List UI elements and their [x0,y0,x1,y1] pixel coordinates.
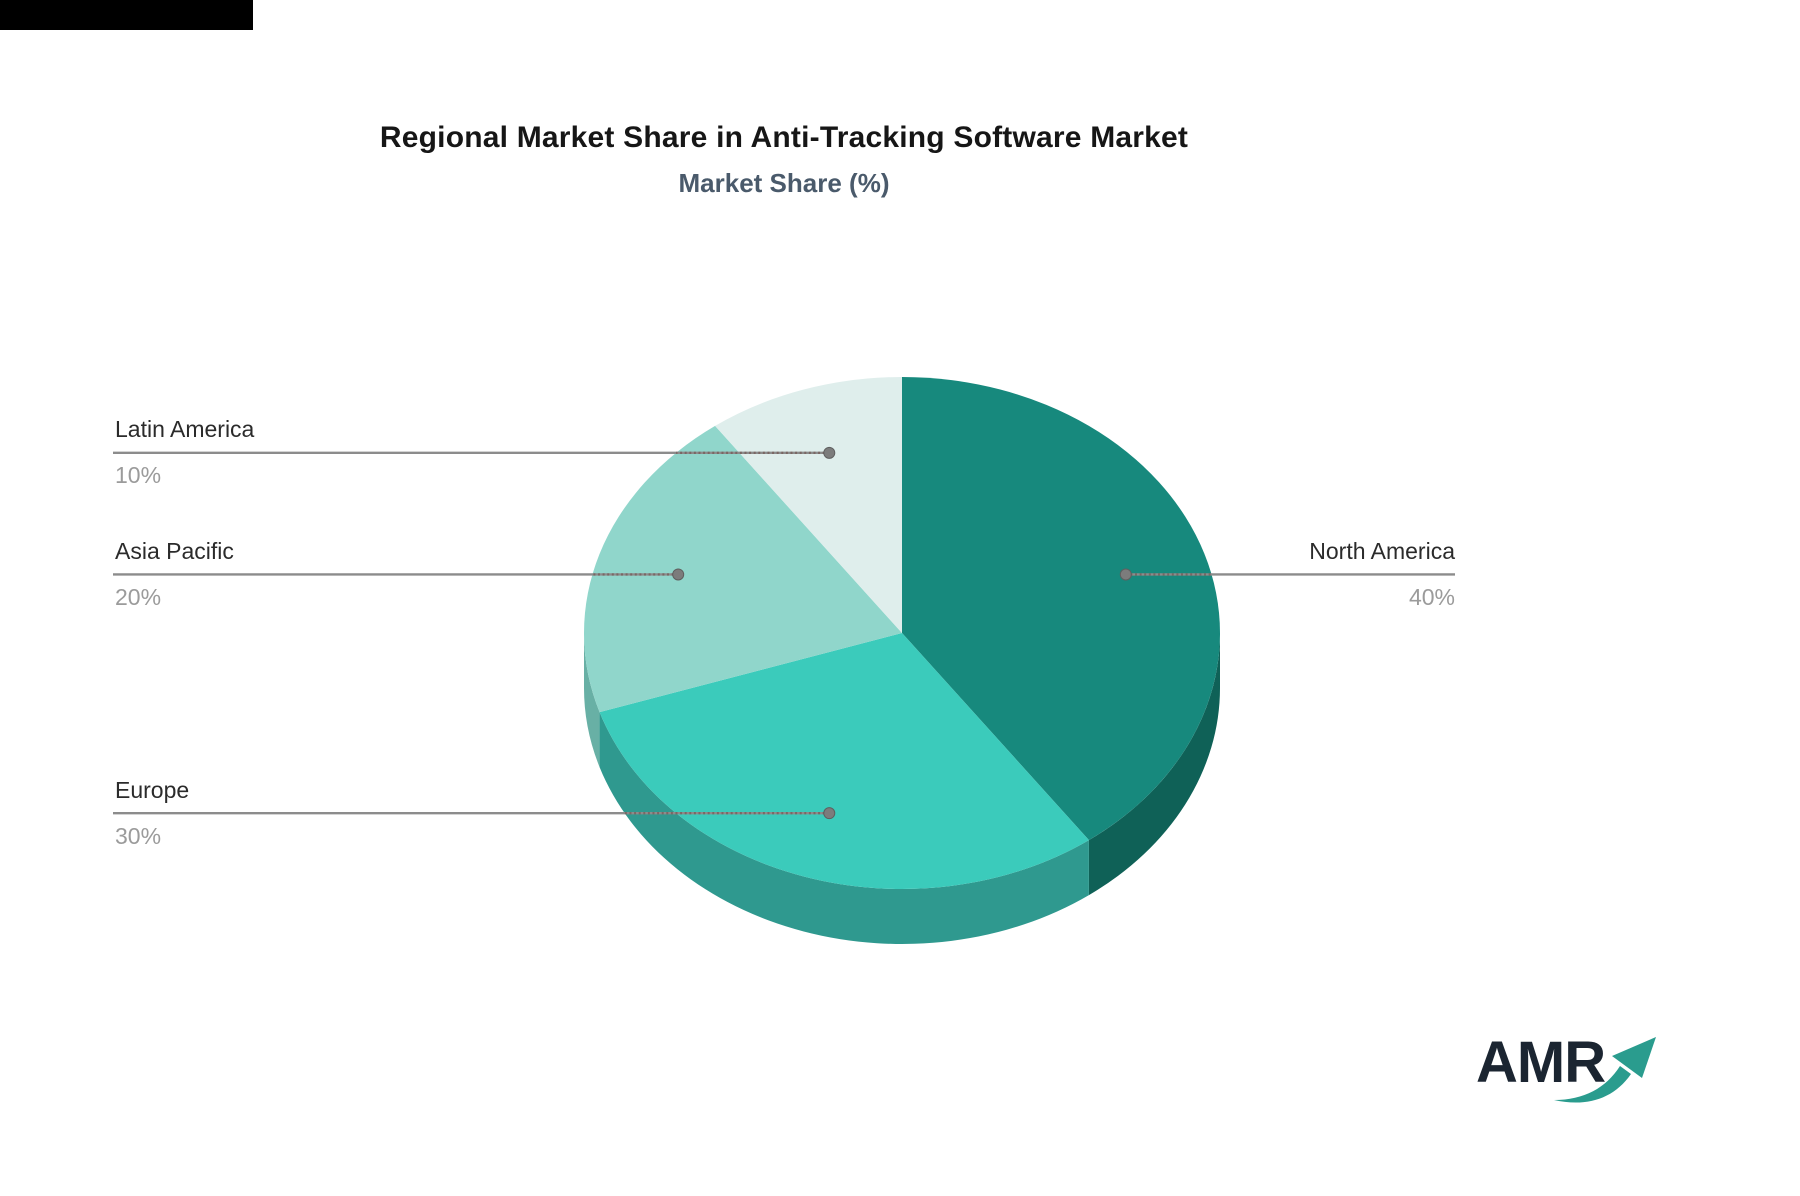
top-left-black-bar [0,0,253,30]
slice-value-latin-america: 10% [115,462,162,488]
amr-logo: AMR [1476,1034,1676,1124]
logo-arrow-swoosh [1554,1066,1631,1103]
pie-slice-north-america[interactable] [902,377,1220,841]
pie-slice-side-north-america [1088,633,1220,896]
slice-label-north-america: North America [1309,538,1455,564]
pie-slice-asia-pacific[interactable] [584,425,902,713]
slice-value-europe: 30% [115,823,162,849]
leader-dot-europe [823,807,836,820]
slice-label-latin-america: Latin America [115,416,255,442]
slice-value-north-america: 40% [1408,584,1455,610]
amr-logo-text: AMR [1476,1030,1606,1095]
logo-arrow-icon [1554,1037,1656,1103]
slice-label-asia-pacific: Asia Pacific [115,538,234,564]
chart-title: Regional Market Share in Anti-Tracking S… [379,121,1189,154]
chart-subtitle: Market Share (%) [678,168,890,198]
slice-label-europe: Europe [115,777,190,803]
pie-slice-side-asia-pacific [584,633,600,768]
logo-arrow-head [1612,1037,1656,1078]
leader-dot-latin-america [823,446,836,459]
leader-dot-north-america [1119,568,1132,581]
pie-slice-europe[interactable] [599,633,1089,889]
pie-slice-latin-america[interactable] [715,377,902,633]
pie-slice-side-europe [599,712,1089,944]
leader-dot-asia-pacific [672,568,685,581]
slice-value-asia-pacific: 20% [115,584,162,610]
